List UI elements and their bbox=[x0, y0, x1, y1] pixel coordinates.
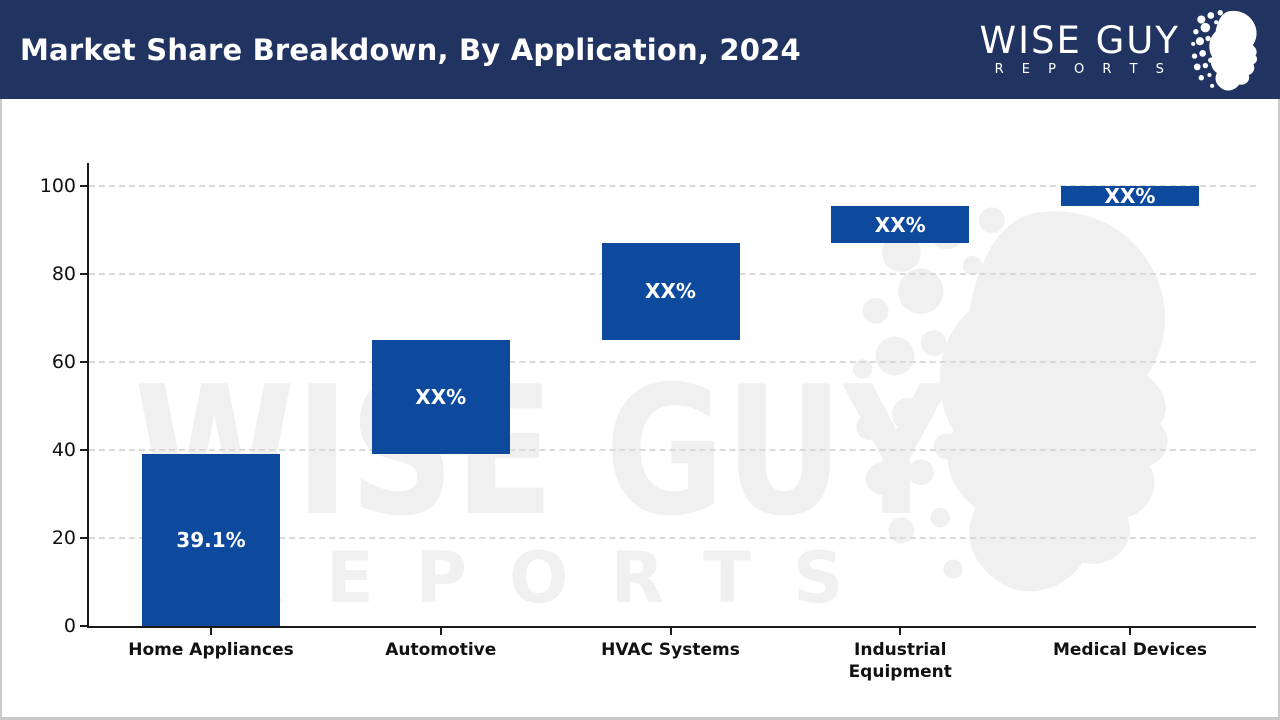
x-tick-home-appliances bbox=[210, 628, 212, 635]
y-tick-label-20: 20 bbox=[51, 527, 76, 549]
x-category-label-medical-devices: Medical Devices bbox=[1052, 640, 1207, 660]
bar-value-label-automotive: XX% bbox=[415, 384, 467, 409]
bar-hvac-systems bbox=[601, 243, 740, 340]
watermark-subtext: REPORTS bbox=[230, 537, 886, 619]
y-tick-20 bbox=[80, 537, 88, 539]
brand-head-icon bbox=[1184, 6, 1266, 94]
bar-value-label-home-appliances: 39.1% bbox=[176, 527, 246, 552]
gridline-60 bbox=[89, 361, 1256, 363]
y-axis-line bbox=[87, 163, 89, 627]
y-tick-label-40: 40 bbox=[51, 439, 76, 461]
x-tick-hvac-systems bbox=[669, 628, 672, 635]
brand-logo-text: WISE GUY R E P O R T S bbox=[980, 21, 1180, 79]
x-category-label-automotive: Automotive bbox=[385, 640, 497, 660]
y-tick-80 bbox=[80, 273, 88, 275]
bar-automotive bbox=[371, 339, 510, 454]
header-bar: Market Share Breakdown, By Application, … bbox=[0, 0, 1280, 99]
y-tick-label-60: 60 bbox=[51, 351, 76, 373]
bar-value-label-industrial-equipment: XX% bbox=[874, 212, 926, 237]
brand-logo: WISE GUY R E P O R T S bbox=[980, 4, 1266, 96]
brand-subname: R E P O R T S bbox=[994, 62, 1171, 77]
y-tick-label-80: 80 bbox=[51, 263, 76, 285]
x-tick-automotive bbox=[439, 628, 442, 635]
x-category-label-hvac-systems: HVAC Systems bbox=[601, 640, 740, 660]
x-category-label-industrial-equipment: Industrial Equipment bbox=[848, 640, 952, 682]
bar-value-label-hvac-systems: XX% bbox=[645, 279, 696, 304]
bar-medical-devices bbox=[1061, 186, 1199, 207]
x-axis-line bbox=[87, 626, 1256, 628]
y-tick-label-0: 0 bbox=[63, 615, 76, 637]
bar-home-appliances bbox=[142, 453, 280, 626]
y-tick-label-100: 100 bbox=[39, 175, 76, 197]
gridline-40 bbox=[89, 449, 1256, 451]
y-tick-0 bbox=[80, 625, 88, 627]
page-title: Market Share Breakdown, By Application, … bbox=[20, 32, 801, 67]
bar-industrial-equipment bbox=[831, 206, 970, 244]
x-category-label-home-appliances: Home Appliances bbox=[128, 640, 294, 660]
x-tick-industrial-equipment bbox=[899, 628, 902, 635]
brand-name: WISE GUY bbox=[979, 19, 1180, 62]
y-tick-60 bbox=[80, 361, 88, 363]
y-tick-100 bbox=[80, 185, 88, 187]
watermark-head-icon bbox=[822, 188, 1207, 608]
gridline-100 bbox=[89, 185, 1256, 187]
y-tick-40 bbox=[80, 449, 88, 451]
x-tick-medical-devices bbox=[1129, 628, 1131, 635]
bar-value-label-medical-devices: XX% bbox=[1104, 184, 1156, 209]
gridline-20 bbox=[89, 537, 1256, 539]
